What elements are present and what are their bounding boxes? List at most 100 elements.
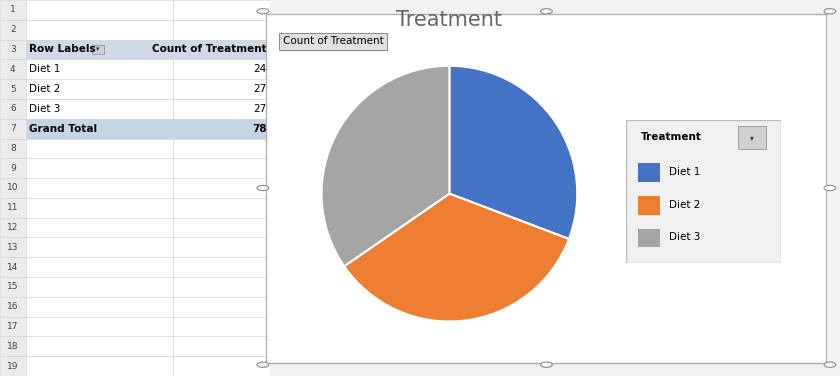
Text: Grand Total: Grand Total <box>29 124 97 133</box>
Text: 12: 12 <box>8 223 18 232</box>
Title: Treatment: Treatment <box>396 9 502 29</box>
Bar <box>0 119 26 138</box>
Text: ▾: ▾ <box>750 133 753 142</box>
Bar <box>173 198 270 218</box>
Bar <box>173 138 270 158</box>
Text: 8: 8 <box>10 144 16 153</box>
Text: 9: 9 <box>10 164 16 173</box>
Bar <box>173 337 270 356</box>
Text: Diet 1: Diet 1 <box>29 64 60 74</box>
Text: ▾: ▾ <box>96 47 100 53</box>
Bar <box>173 39 270 59</box>
Text: Diet 1: Diet 1 <box>669 167 701 177</box>
Text: 27: 27 <box>253 84 266 94</box>
Wedge shape <box>322 66 449 266</box>
Bar <box>638 229 660 247</box>
Bar <box>173 257 270 277</box>
Bar <box>173 20 270 39</box>
Text: 13: 13 <box>7 243 18 252</box>
Text: Treatment: Treatment <box>642 132 702 143</box>
Bar <box>0 297 26 317</box>
Bar <box>26 0 173 20</box>
Bar <box>26 138 173 158</box>
Bar <box>173 238 270 257</box>
Text: Diet 2: Diet 2 <box>669 200 701 209</box>
Text: 3: 3 <box>10 45 16 54</box>
Text: Diet 2: Diet 2 <box>29 84 60 94</box>
Bar <box>173 99 270 119</box>
Bar <box>0 198 26 218</box>
Bar <box>26 218 173 238</box>
FancyBboxPatch shape <box>626 120 781 263</box>
Text: 15: 15 <box>7 282 18 291</box>
Bar <box>26 257 173 277</box>
Bar <box>26 198 173 218</box>
Bar <box>0 158 26 178</box>
Text: 18: 18 <box>7 342 18 351</box>
Bar <box>26 317 173 337</box>
Text: 7: 7 <box>10 124 16 133</box>
Bar <box>0 39 26 59</box>
Bar <box>26 158 173 178</box>
Text: Diet 3: Diet 3 <box>29 104 60 114</box>
Text: 19: 19 <box>7 362 18 371</box>
Text: 5: 5 <box>10 85 16 94</box>
Bar <box>173 0 270 20</box>
Bar <box>173 79 270 99</box>
Text: Count of Treatment: Count of Treatment <box>283 36 384 46</box>
Bar <box>173 158 270 178</box>
Text: 4: 4 <box>10 65 16 74</box>
Bar <box>26 39 173 59</box>
Bar <box>0 277 26 297</box>
Text: Count of Treatment: Count of Treatment <box>152 44 266 55</box>
Bar <box>0 238 26 257</box>
Bar <box>173 178 270 198</box>
Bar <box>26 20 173 39</box>
Bar <box>173 218 270 238</box>
Bar <box>173 119 270 138</box>
Bar <box>638 163 660 182</box>
Bar <box>0 257 26 277</box>
Text: Diet 3: Diet 3 <box>669 232 701 243</box>
Bar <box>0 79 26 99</box>
Bar <box>0 317 26 337</box>
Bar <box>26 178 173 198</box>
Text: 78: 78 <box>252 124 266 133</box>
Bar <box>0 138 26 158</box>
Text: 11: 11 <box>7 203 18 212</box>
Text: 2: 2 <box>10 25 16 34</box>
Bar <box>26 277 173 297</box>
Bar <box>738 126 765 149</box>
Text: 14: 14 <box>8 263 18 271</box>
Bar <box>638 196 660 215</box>
Text: 16: 16 <box>7 302 18 311</box>
Bar <box>173 277 270 297</box>
Wedge shape <box>449 66 577 239</box>
Bar <box>0 99 26 119</box>
FancyBboxPatch shape <box>265 14 826 363</box>
Text: 27: 27 <box>253 104 266 114</box>
Bar <box>173 59 270 79</box>
Bar <box>26 79 173 99</box>
Bar <box>173 356 270 376</box>
Bar <box>0 178 26 198</box>
Text: Row Labels: Row Labels <box>29 44 96 55</box>
Bar <box>0 20 26 39</box>
Bar <box>26 297 173 317</box>
Bar <box>92 45 104 54</box>
Wedge shape <box>344 194 569 321</box>
Bar <box>26 337 173 356</box>
Bar <box>0 337 26 356</box>
Bar <box>0 59 26 79</box>
Bar <box>0 0 26 20</box>
Text: 24: 24 <box>253 64 266 74</box>
Text: 17: 17 <box>7 322 18 331</box>
Bar <box>0 218 26 238</box>
Bar <box>0 356 26 376</box>
Bar <box>173 317 270 337</box>
Bar <box>26 356 173 376</box>
Bar <box>26 59 173 79</box>
Bar <box>26 238 173 257</box>
Text: 1: 1 <box>10 5 16 14</box>
Bar <box>26 119 173 138</box>
